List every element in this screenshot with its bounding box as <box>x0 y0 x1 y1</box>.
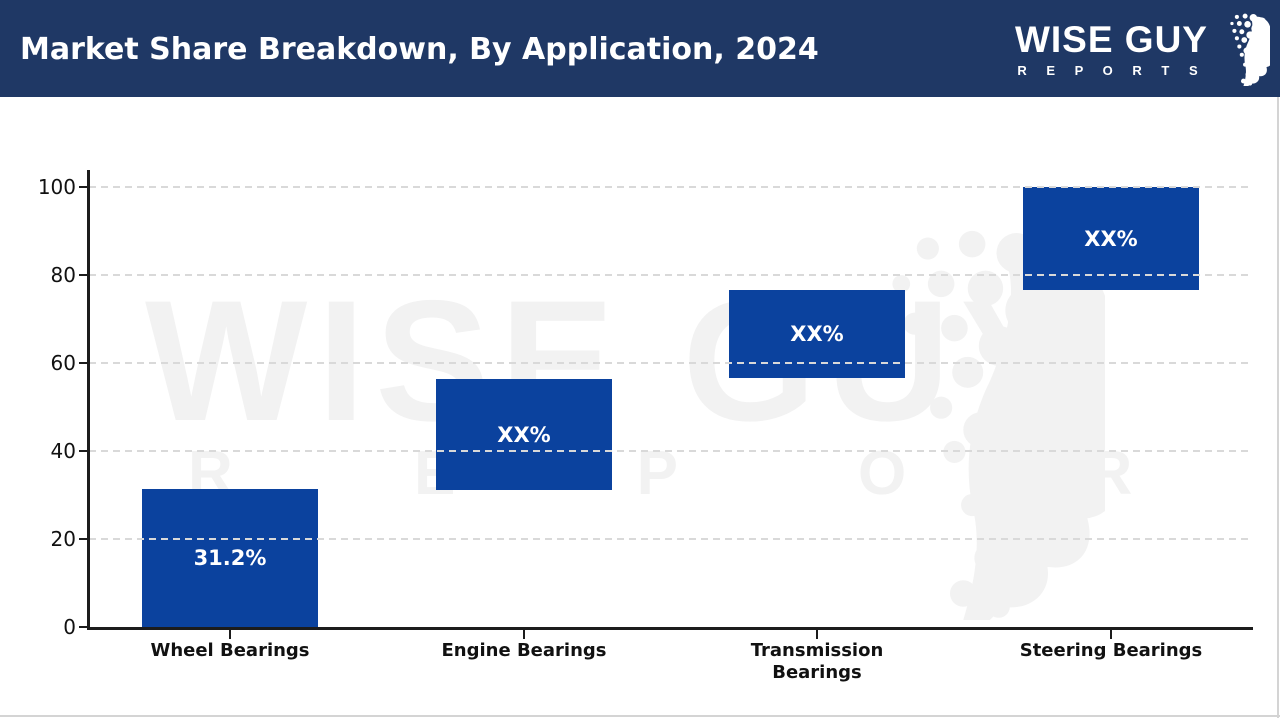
bar-value-label: XX% <box>790 322 844 346</box>
y-tick <box>79 538 88 540</box>
gridline-80 <box>89 274 1252 276</box>
y-tick <box>79 626 88 628</box>
gridline-40 <box>89 450 1252 452</box>
y-tick-label: 80 <box>50 263 76 287</box>
right-edge-rule <box>1277 97 1279 718</box>
y-tick <box>79 362 88 364</box>
y-tick <box>79 450 88 452</box>
x-axis-spine <box>87 627 1253 630</box>
dotted-head-icon <box>1230 13 1270 86</box>
x-label-engine-bearings: Engine Bearings <box>441 640 607 661</box>
watermark-subtitle: R E P O R T S <box>188 439 1280 508</box>
bar-steering-bearings: XX% <box>1023 187 1199 290</box>
logo-wordmark: WISE GUY <box>1014 19 1208 60</box>
y-tick-label: 20 <box>50 527 76 551</box>
y-tick <box>79 274 88 276</box>
bar-engine-bearings: XX% <box>436 379 612 490</box>
y-tick-label: 40 <box>50 439 76 463</box>
gridline-60 <box>89 362 1252 364</box>
wise-guy-logo: WISE GUY R E P O R T S <box>1015 6 1270 92</box>
x-tick <box>229 630 231 639</box>
bar-value-label: 31.2% <box>193 546 267 570</box>
bottom-edge-rule <box>0 715 1280 717</box>
watermark-dotted-head <box>892 230 1105 620</box>
y-tick-label: 100 <box>37 175 76 199</box>
logo-subtitle: R E P O R T S <box>1017 63 1206 78</box>
bar-value-label: XX% <box>1084 226 1138 251</box>
y-tick-label: 60 <box>50 351 76 375</box>
page-title: Market Share Breakdown, By Application, … <box>20 32 819 67</box>
bar-transmission-bearings: XX% <box>729 290 905 378</box>
y-axis-spine <box>87 170 90 630</box>
header-band: Market Share Breakdown, By Application, … <box>0 0 1280 97</box>
x-tick <box>816 630 818 639</box>
y-tick-label: 0 <box>63 615 76 639</box>
x-tick <box>1110 630 1112 639</box>
x-tick <box>523 630 525 639</box>
x-label-wheel-bearings: Wheel Bearings <box>150 640 310 661</box>
gridline-20 <box>89 538 1252 540</box>
x-label-steering-bearings: Steering Bearings <box>1019 640 1203 661</box>
bar-value-label: XX% <box>497 422 551 447</box>
gridline-100 <box>89 186 1252 188</box>
bar-wheel-bearings: 31.2% <box>142 489 318 627</box>
logo-text: WISE GUY R E P O R T S <box>1014 19 1208 79</box>
y-tick <box>79 186 88 188</box>
x-label-transmission-bearings: Transmission Bearings <box>750 640 884 683</box>
